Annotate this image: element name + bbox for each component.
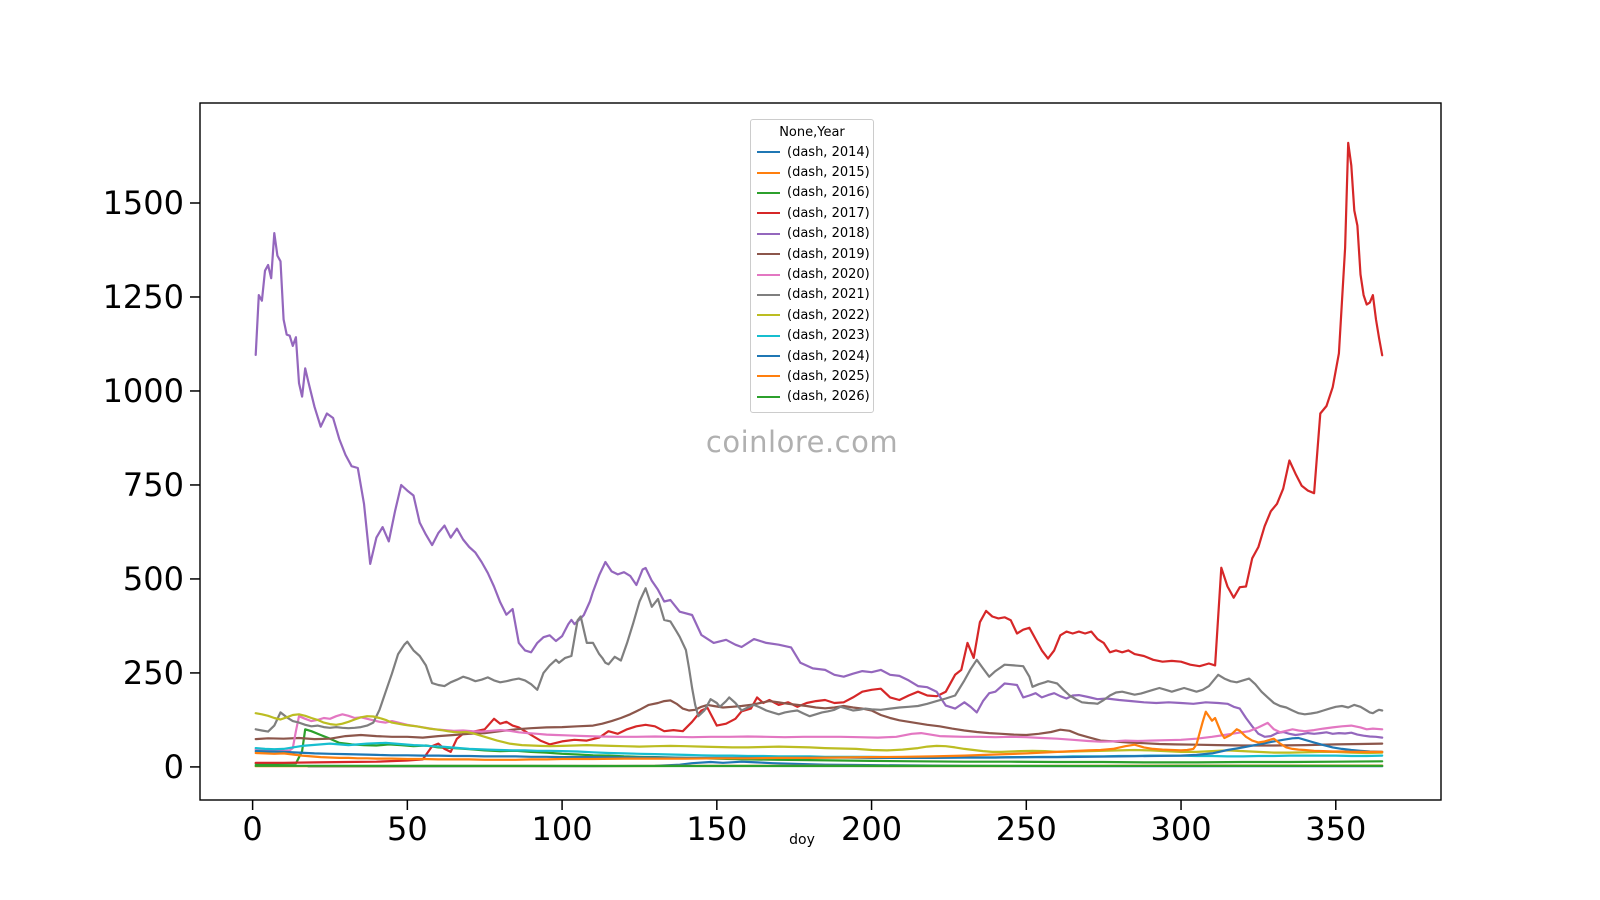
y-tick-label: 250 bbox=[123, 654, 184, 692]
x-tick-label: 0 bbox=[242, 810, 262, 848]
legend-label: (dash, 2023) bbox=[787, 328, 870, 344]
legend-item: (dash, 2019) bbox=[757, 244, 870, 264]
x-tick-label: 300 bbox=[1151, 810, 1212, 848]
legend-swatch bbox=[757, 151, 780, 154]
legend-swatch bbox=[757, 293, 780, 296]
legend-item: (dash, 2022) bbox=[757, 305, 870, 325]
x-tick-label: 350 bbox=[1305, 810, 1366, 848]
legend-swatch bbox=[757, 212, 780, 215]
legend-swatch bbox=[757, 171, 780, 174]
x-tick-label: 200 bbox=[841, 810, 902, 848]
legend-swatch bbox=[757, 395, 780, 398]
series-line-2022 bbox=[254, 712, 1384, 755]
series-line-2021 bbox=[254, 587, 1384, 733]
legend-swatch bbox=[757, 191, 780, 194]
legend-label: (dash, 2021) bbox=[787, 287, 870, 303]
legend-label: (dash, 2016) bbox=[787, 185, 870, 201]
legend-item: (dash, 2014) bbox=[757, 142, 870, 162]
series-line-2017 bbox=[254, 141, 1384, 764]
legend-item: (dash, 2017) bbox=[757, 203, 870, 223]
x-tick-label: 250 bbox=[996, 810, 1057, 848]
legend-label: (dash, 2025) bbox=[787, 368, 870, 384]
watermark: coinlore.com bbox=[705, 425, 899, 459]
legend-item: (dash, 2021) bbox=[757, 285, 870, 305]
y-tick-label: 1500 bbox=[103, 184, 184, 222]
series-line-2025 bbox=[254, 710, 1384, 761]
x-tick-label: 50 bbox=[387, 810, 428, 848]
legend-swatch bbox=[757, 273, 780, 276]
legend-swatch bbox=[757, 334, 780, 337]
series-line-2018 bbox=[254, 232, 1384, 739]
legend-label: (dash, 2014) bbox=[787, 144, 870, 160]
legend-item: (dash, 2024) bbox=[757, 346, 870, 366]
legend: None,Year (dash, 2014) (dash, 2015) (dash,… bbox=[750, 119, 874, 414]
legend-title: None,Year bbox=[779, 125, 845, 140]
legend-swatch bbox=[757, 253, 780, 256]
x-tick-label: 150 bbox=[686, 810, 747, 848]
legend-rows: (dash, 2014) (dash, 2015) (dash, 2016) (das… bbox=[757, 142, 870, 407]
legend-label: (dash, 2020) bbox=[787, 267, 870, 283]
legend-label: (dash, 2015) bbox=[787, 165, 870, 181]
y-tick-label: 1000 bbox=[103, 372, 184, 410]
x-tick-label: 100 bbox=[532, 810, 593, 848]
legend-item: (dash, 2018) bbox=[757, 224, 870, 244]
y-tick-label: 0 bbox=[164, 748, 184, 786]
y-tick-label: 500 bbox=[123, 560, 184, 598]
x-axis-label: doy bbox=[789, 832, 815, 848]
legend-item: (dash, 2015) bbox=[757, 162, 870, 182]
legend-label: (dash, 2022) bbox=[787, 307, 870, 323]
legend-label: (dash, 2019) bbox=[787, 246, 870, 262]
y-tick-label: 1250 bbox=[103, 278, 184, 316]
legend-swatch bbox=[757, 314, 780, 317]
legend-label: (dash, 2018) bbox=[787, 226, 870, 242]
legend-item: (dash, 2023) bbox=[757, 326, 870, 346]
legend-label: (dash, 2017) bbox=[787, 205, 870, 221]
legend-swatch bbox=[757, 232, 780, 235]
legend-item: (dash, 2026) bbox=[757, 387, 870, 407]
legend-item: (dash, 2016) bbox=[757, 183, 870, 203]
series-line-2019 bbox=[254, 699, 1384, 747]
legend-swatch bbox=[757, 375, 780, 378]
plot-frame bbox=[199, 102, 1442, 801]
series-line-2016 bbox=[254, 728, 1384, 766]
legend-label: (dash, 2026) bbox=[787, 389, 870, 405]
legend-item: (dash, 2020) bbox=[757, 264, 870, 284]
legend-label: (dash, 2024) bbox=[787, 348, 870, 364]
legend-item: (dash, 2025) bbox=[757, 366, 870, 386]
y-tick-label: 750 bbox=[123, 466, 184, 504]
legend-swatch bbox=[757, 355, 780, 358]
